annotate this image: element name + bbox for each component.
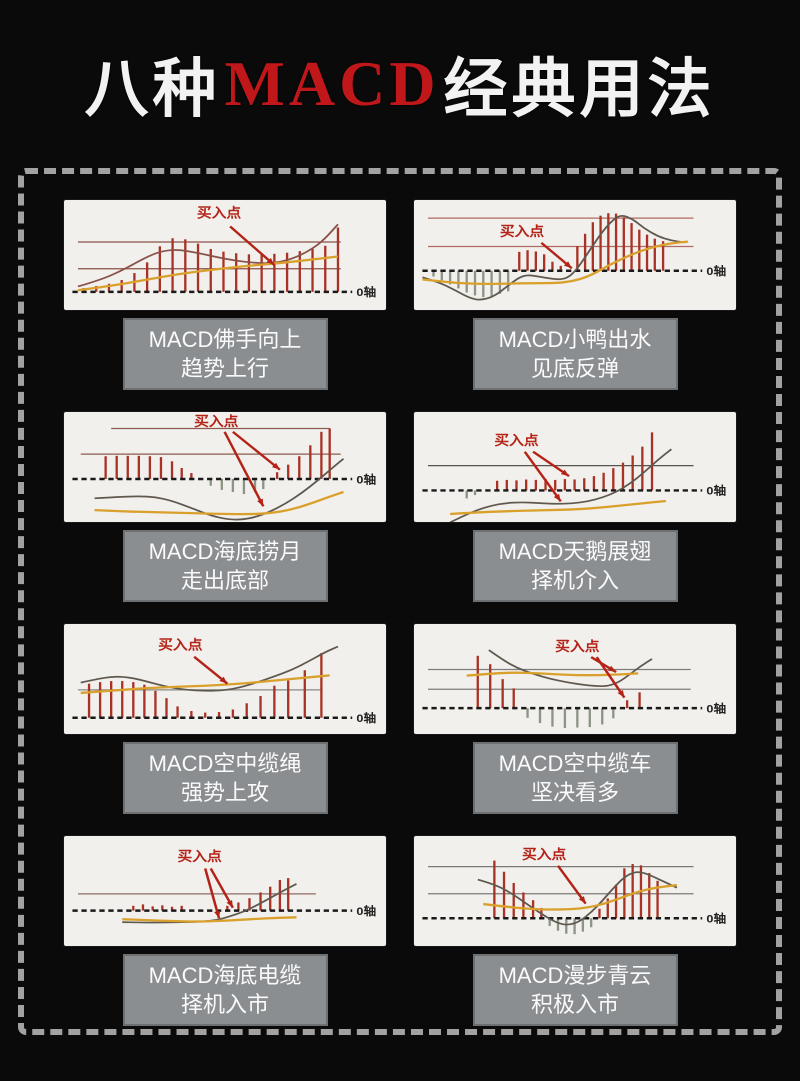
svg-text:买入点: 买入点 — [197, 205, 241, 220]
macd-chart-1-svg: 0轴 买入点 — [72, 205, 376, 299]
caption-line2: 强势上攻 — [180, 780, 269, 805]
caption-line2: 坚决看多 — [530, 780, 619, 805]
caption-line1: MACD漫步青云 — [498, 963, 652, 988]
title-part2: 经典用法 — [443, 54, 716, 125]
macd-chart-4-svg: 0轴 买入点 — [422, 432, 726, 522]
caption-tiane-zhanchi: MACD天鹅展翅 择机介入 — [472, 530, 678, 602]
caption-line1: MACD小鸭出水 — [498, 327, 652, 352]
macd-chart-3: 0轴 买入点 — [64, 412, 386, 522]
caption-line2: 积极入市 — [530, 992, 619, 1017]
macd-chart-6: 0轴 买入点 — [414, 624, 736, 734]
title-part1: 八种 — [84, 54, 221, 125]
caption-line1: MACD天鹅展翅 — [498, 539, 652, 564]
svg-text:买入点: 买入点 — [522, 847, 566, 862]
macd-chart-8-svg: 0轴 买入点 — [422, 847, 726, 935]
caption-line2: 择机入市 — [180, 992, 269, 1017]
caption-kongzhong-lanche: MACD空中缆车 坚决看多 — [472, 742, 678, 814]
svg-text:0轴: 0轴 — [356, 285, 376, 299]
macd-chart-6-svg: 0轴 买入点 — [422, 639, 726, 728]
panel-xiaoya-chushui: 0轴 买入点 MACD小鸭出水 见底反弹 — [414, 200, 736, 390]
panel-foshou-xiangshang: 0轴 买入点 MACD佛手向上 趋势上行 — [64, 200, 386, 390]
title-accent-macd: MACD — [224, 48, 440, 119]
svg-text:买入点: 买入点 — [158, 637, 202, 652]
caption-line1: MACD海底电缆 — [148, 963, 302, 988]
panel-manbu-qingyun: 0轴 买入点 MACD漫步青云 积极入市 — [414, 836, 736, 1026]
caption-kongzhong-lansheng: MACD空中缆绳 强势上攻 — [122, 742, 328, 814]
svg-text:买入点: 买入点 — [555, 639, 599, 654]
panel-tiane-zhanchi: 0轴 买入点 MACD天鹅展翅 择机介入 — [414, 412, 736, 602]
svg-text:买入点: 买入点 — [194, 414, 238, 429]
macd-chart-8: 0轴 买入点 — [414, 836, 736, 946]
caption-manbu-qingyun: MACD漫步青云 积极入市 — [472, 954, 678, 1026]
caption-haidi-dianlan: MACD海底电缆 择机入市 — [122, 954, 328, 1026]
caption-foshou-xiangshang: MACD佛手向上 趋势上行 — [122, 318, 328, 390]
panel-kongzhong-lanche: 0轴 买入点 MACD空中缆车 坚决看多 — [414, 624, 736, 814]
macd-chart-5-svg: 0轴 买入点 — [72, 637, 376, 725]
svg-text:0轴: 0轴 — [706, 701, 726, 715]
macd-chart-2-svg: 0轴 买入点 — [422, 213, 726, 301]
svg-text:0轴: 0轴 — [356, 472, 376, 486]
caption-line1: MACD空中缆车 — [498, 751, 652, 776]
caption-line2: 走出底部 — [180, 568, 269, 593]
content-board: 0轴 买入点 MACD佛手向上 趋势上行 0轴 买入点 MACD小鸭出水 见底反弹 … — [18, 168, 782, 1035]
macd-chart-2: 0轴 买入点 — [414, 200, 736, 310]
svg-text:0轴: 0轴 — [356, 711, 376, 725]
panel-kongzhong-lansheng: 0轴 买入点 MACD空中缆绳 强势上攻 — [64, 624, 386, 814]
macd-chart-1: 0轴 买入点 — [64, 200, 386, 310]
caption-line2: 择机介入 — [530, 568, 619, 593]
caption-line1: MACD空中缆绳 — [148, 751, 302, 776]
macd-chart-5: 0轴 买入点 — [64, 624, 386, 734]
caption-line1: MACD海底捞月 — [148, 539, 302, 564]
svg-text:买入点: 买入点 — [494, 433, 538, 448]
svg-text:0轴: 0轴 — [706, 264, 726, 278]
caption-line2: 趋势上行 — [180, 356, 269, 381]
page-title: 八种 MACD 经典用法 — [0, 0, 800, 168]
macd-chart-7: 0轴 买入点 — [64, 836, 386, 946]
macd-chart-7-svg: 0轴 买入点 — [72, 849, 376, 924]
panel-haidi-dianlan: 0轴 买入点 MACD海底电缆 择机入市 — [64, 836, 386, 1026]
macd-chart-3-svg: 0轴 买入点 — [72, 414, 376, 521]
svg-text:0轴: 0轴 — [706, 911, 726, 925]
caption-haidi-laoyue: MACD海底捞月 走出底部 — [122, 530, 328, 602]
svg-text:0轴: 0轴 — [356, 904, 376, 918]
caption-xiaoya-chushui: MACD小鸭出水 见底反弹 — [472, 318, 678, 390]
svg-text:0轴: 0轴 — [706, 483, 726, 497]
svg-text:买入点: 买入点 — [500, 223, 544, 238]
macd-chart-4: 0轴 买入点 — [414, 412, 736, 522]
caption-line2: 见底反弹 — [530, 356, 619, 381]
panel-haidi-laoyue: 0轴 买入点 MACD海底捞月 走出底部 — [64, 412, 386, 602]
svg-text:买入点: 买入点 — [178, 849, 222, 864]
caption-line1: MACD佛手向上 — [148, 327, 302, 352]
